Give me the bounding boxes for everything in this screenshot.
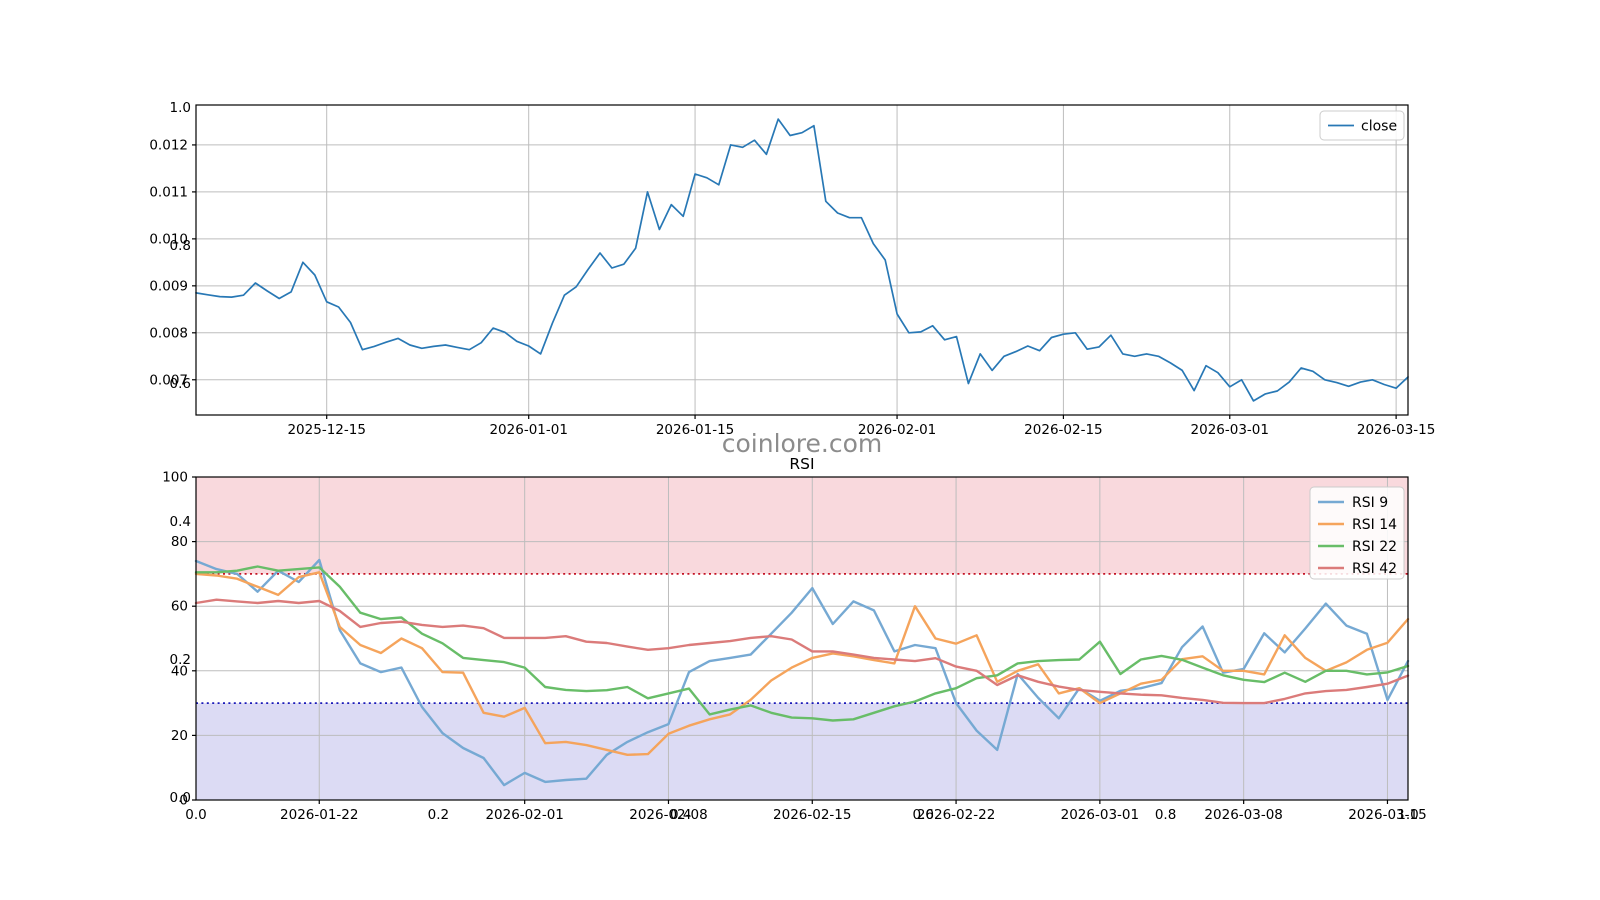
overlay-ytick-label: 0.4 xyxy=(170,514,191,530)
oversold-band xyxy=(196,703,1408,800)
watermark: coinlore.com xyxy=(722,429,883,458)
price-legend-box xyxy=(1319,110,1405,141)
overbought-band xyxy=(196,477,1408,574)
rsi-ytick-label: 60 xyxy=(171,599,188,615)
legend-label-rsi9: RSI 9 xyxy=(1352,495,1388,511)
price-ytick-label: 0.009 xyxy=(149,278,188,294)
overlay-xtick-label: 0.4 xyxy=(670,807,691,823)
rsi-xtick-label: 2026-02-01 xyxy=(485,807,563,823)
rsi-spines xyxy=(195,476,1409,801)
rsi-xtick-label: 2026-02-08 xyxy=(629,807,707,823)
overlay-xtick-label: 0.0 xyxy=(185,807,206,823)
overlay-xtick-label: 0.2 xyxy=(428,807,449,823)
generated-legend-layers xyxy=(1309,110,1405,580)
price-ytick-label: 0.012 xyxy=(149,137,188,153)
price-ytick-label: 0.007 xyxy=(149,372,188,388)
rsi-series-rsi-14 xyxy=(194,571,1410,756)
rsi-chart-title: RSI xyxy=(789,455,814,473)
rsi-series-rsi-22 xyxy=(194,565,1410,722)
price-xtick-label: 2025-12-15 xyxy=(287,422,365,438)
legend-label-close: close xyxy=(1361,119,1397,135)
rsi-xtick-label: 2026-03-15 xyxy=(1348,807,1426,823)
price-xtick-label: 2026-01-01 xyxy=(489,422,567,438)
rsi-ytick-label: 20 xyxy=(171,728,188,744)
rsi-series-rsi-42 xyxy=(194,598,1410,705)
legend-label-rsi14: RSI 14 xyxy=(1352,517,1397,533)
price-xtick-label: 2026-02-01 xyxy=(858,422,936,438)
legend-label-rsi42: RSI 42 xyxy=(1352,561,1397,577)
price-spines xyxy=(195,104,1409,416)
rsi-ytick-label: 80 xyxy=(171,534,188,550)
rsi-xtick-label: 2026-02-15 xyxy=(773,807,851,823)
overlay-xtick-label: 0.6 xyxy=(912,807,933,823)
price-xtick-label: 2026-02-15 xyxy=(1024,422,1102,438)
rsi-ytick-label: 40 xyxy=(171,663,188,679)
price-ytick-label: 0.008 xyxy=(149,325,188,341)
price-ytick-label: 0.011 xyxy=(149,184,188,200)
overlay-ytick-label: 0.0 xyxy=(170,790,191,806)
rsi-ytick-label: 0 xyxy=(179,793,188,809)
overlay-xtick-label: 1.0 xyxy=(1397,807,1418,823)
overlay-ytick-label: 0.8 xyxy=(170,238,191,254)
overlay-xtick-label: 0.8 xyxy=(1155,807,1176,823)
rsi-xtick-label: 2026-02-22 xyxy=(917,807,995,823)
rsi-ytick-label: 100 xyxy=(162,470,188,486)
legend-label-rsi22: RSI 22 xyxy=(1352,539,1397,555)
overlay-ytick-label: 1.0 xyxy=(170,100,191,116)
rsi-series-rsi-9 xyxy=(194,558,1410,787)
rsi-xtick-label: 2026-03-08 xyxy=(1204,807,1282,823)
rsi-xtick-label: 2026-03-01 xyxy=(1061,807,1139,823)
price-ytick-label: 0.010 xyxy=(149,231,188,247)
rsi-legend-box xyxy=(1309,486,1405,580)
generated-chart-layers: 2025-12-15 2026-01-01 2026-01-15 2026-02-01… xyxy=(149,100,1435,823)
price-xtick-label: 2026-03-01 xyxy=(1191,422,1269,438)
price-xtick-label: 2026-01-15 xyxy=(656,422,734,438)
overlay-ytick-label: 0.6 xyxy=(170,376,191,392)
overlay-ytick-label: 0.2 xyxy=(170,652,191,668)
price-series-close xyxy=(195,118,1409,402)
price-xtick-label: 2026-03-15 xyxy=(1357,422,1435,438)
rsi-xtick-label: 2026-01-22 xyxy=(280,807,358,823)
